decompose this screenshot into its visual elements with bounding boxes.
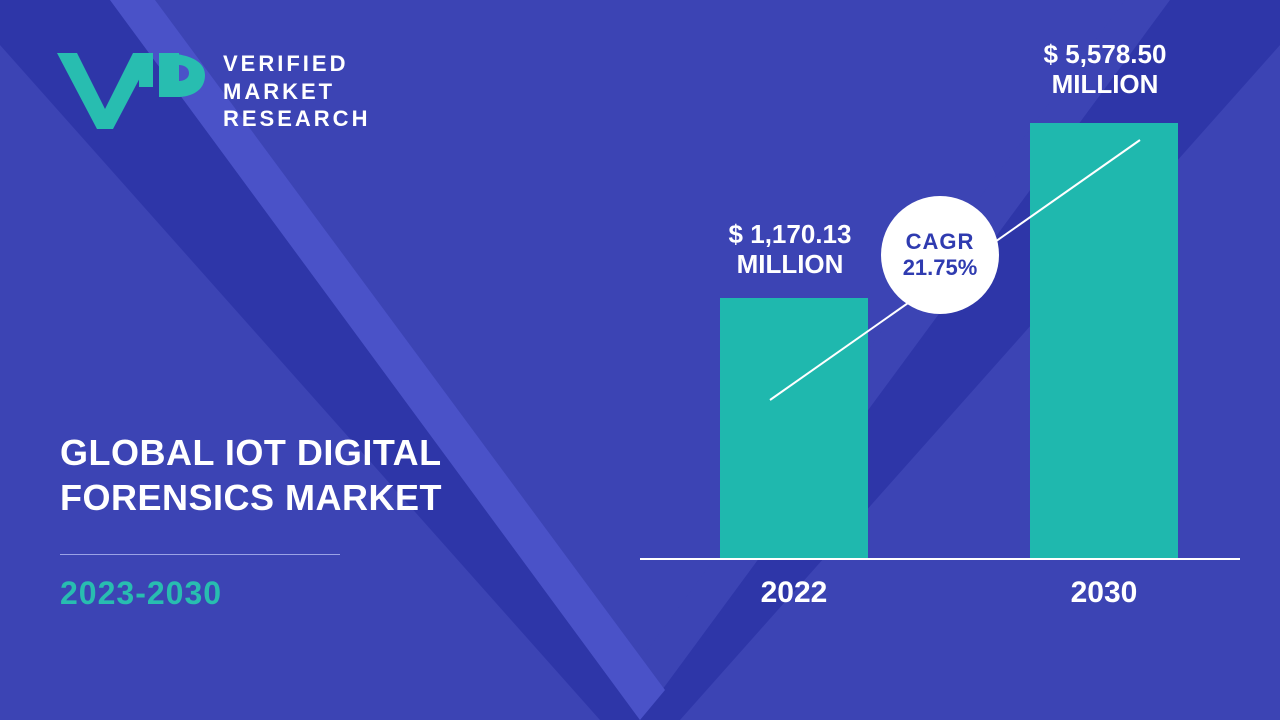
cagr-value: 21.75% xyxy=(903,255,978,281)
forecast-years: 2023-2030 xyxy=(60,575,560,612)
bar-chart: 2022 $ 1,170.13 MILLION 2030 $ 5,578.50 … xyxy=(640,60,1240,620)
title-divider xyxy=(60,554,340,555)
infographic-canvas: VERIFIED MARKET RESEARCH GLOBAL IOT DIGI… xyxy=(0,0,1280,720)
chart-title: GLOBAL IOT DIGITAL FORENSICS MARKET xyxy=(60,430,560,520)
trend-line xyxy=(640,60,1240,620)
logo-text: VERIFIED MARKET RESEARCH xyxy=(223,50,370,133)
logo-line1: VERIFIED xyxy=(223,50,370,78)
cagr-badge: CAGR 21.75% xyxy=(881,196,999,314)
logo-mark xyxy=(55,51,205,131)
title-block: GLOBAL IOT DIGITAL FORENSICS MARKET 2023… xyxy=(60,430,560,612)
cagr-label: CAGR xyxy=(906,229,975,255)
logo-line2: MARKET xyxy=(223,78,370,106)
logo-line3: RESEARCH xyxy=(223,105,370,133)
brand-logo: VERIFIED MARKET RESEARCH xyxy=(55,50,370,133)
